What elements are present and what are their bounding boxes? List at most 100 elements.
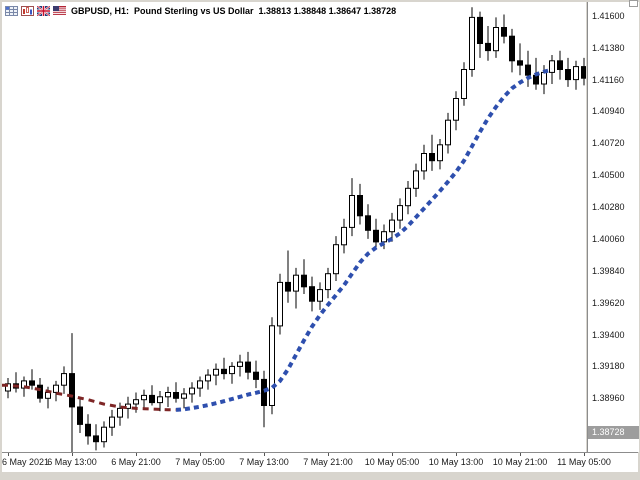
candle-bear xyxy=(557,50,563,80)
candle-bull xyxy=(181,388,187,409)
candle-bear xyxy=(477,11,483,58)
candle-bear xyxy=(285,250,291,303)
time-tick-label: 10 May 13:00 xyxy=(428,457,484,467)
price-tick-label: 1.40720 xyxy=(592,138,625,148)
time-tick-label: 10 May 21:00 xyxy=(492,457,548,467)
chart-symbol-description: Pound Sterling vs US Dollar xyxy=(134,6,254,16)
time-tick-label: 6 May 21:00 xyxy=(111,457,161,467)
time-tick-label: 7 May 21:00 xyxy=(303,457,353,467)
chart-ohlc-quote: 1.38813 1.38848 1.38647 1.38728 xyxy=(258,6,397,16)
candle-bear xyxy=(485,26,491,61)
candle-bull xyxy=(157,391,163,412)
candle-bull xyxy=(53,380,59,402)
candle-bear xyxy=(13,372,19,393)
candle-bull xyxy=(5,378,11,399)
candle-bear xyxy=(245,351,251,380)
time-tick-mark xyxy=(72,453,73,456)
candle-bull xyxy=(437,139,443,170)
candle-bear xyxy=(365,204,371,239)
candle-bull xyxy=(469,7,475,77)
price-tick-label: 1.40940 xyxy=(592,106,625,116)
candle-bull xyxy=(269,317,275,415)
current-price-badge: 1.38728 xyxy=(588,426,639,439)
price-tick-label: 1.40280 xyxy=(592,202,625,212)
candle-bear xyxy=(69,333,75,452)
candle-bull xyxy=(189,382,195,403)
candle-bull xyxy=(389,212,395,242)
candle-bull xyxy=(397,198,403,229)
price-tick-label: 1.40500 xyxy=(592,170,625,180)
candle-bull xyxy=(341,218,347,254)
candle-bull xyxy=(445,112,451,154)
candle-bull xyxy=(413,163,419,197)
price-tick-label: 1.41380 xyxy=(592,43,625,53)
candle-bull xyxy=(293,267,299,309)
candle-bull xyxy=(493,17,499,58)
candle-bull xyxy=(197,376,203,397)
candle-bull xyxy=(573,60,579,90)
candle-bull xyxy=(213,363,219,386)
time-tick-mark xyxy=(328,453,329,456)
ma-segment-down xyxy=(2,383,177,412)
time-tick-mark xyxy=(392,453,393,456)
candle-bull xyxy=(117,402,123,426)
candlestick-chart xyxy=(2,7,586,452)
candle-bear xyxy=(357,183,363,225)
candle-bull xyxy=(349,178,355,237)
price-tick-label: 1.40060 xyxy=(592,234,625,244)
candle-bull xyxy=(141,389,147,409)
time-tick-label: 11 May 05:00 xyxy=(557,457,611,467)
time-tick-mark xyxy=(200,453,201,456)
candle-bear xyxy=(149,385,155,406)
time-tick-label: 6 May 2021 xyxy=(2,457,50,467)
candle-bear xyxy=(509,28,515,73)
candle-bear xyxy=(525,50,531,87)
candle-bull xyxy=(237,354,243,377)
chart-symbol-period: GBPUSD, H1: xyxy=(71,6,130,16)
candle-bear xyxy=(565,57,571,87)
price-tick-label: 1.38960 xyxy=(592,393,625,403)
grid-icon xyxy=(5,6,18,16)
candle-bull xyxy=(317,282,323,310)
candle-bear xyxy=(261,370,267,428)
candle-bear xyxy=(309,276,315,312)
time-tick-label: 6 May 13:00 xyxy=(47,457,97,467)
candles-icon xyxy=(21,6,34,16)
gbp-flag-icon xyxy=(37,6,50,16)
candle-bull xyxy=(229,362,235,384)
price-tick-label: 1.39840 xyxy=(592,266,625,276)
chart-title-overlay: GBPUSD, H1: Pound Sterling vs US Dollar … xyxy=(5,5,396,17)
candle-bull xyxy=(405,181,411,215)
time-tick-mark xyxy=(264,453,265,456)
candle-bull xyxy=(421,144,427,180)
candle-bear xyxy=(429,134,435,171)
candle-bull xyxy=(461,62,467,106)
candle-bull xyxy=(333,236,339,281)
price-tick-label: 1.39400 xyxy=(592,330,625,340)
candle-bull xyxy=(109,409,115,436)
candle-bear xyxy=(29,369,35,390)
usd-flag-icon xyxy=(53,6,66,16)
candle-bull xyxy=(549,55,555,84)
time-tick-mark xyxy=(456,453,457,456)
candle-bear xyxy=(85,414,91,445)
candle-bull xyxy=(453,91,459,131)
price-axis[interactable]: 1.41600 1.41380 1.41160 1.40940 1.40720 1.405… xyxy=(587,2,639,452)
time-tick-mark xyxy=(584,453,585,456)
candle-bear xyxy=(581,57,586,86)
price-tick-label: 1.39620 xyxy=(592,298,625,308)
candle-bull xyxy=(101,421,107,448)
chart-plot[interactable]: GBPUSD, H1: Pound Sterling vs US Dollar … xyxy=(2,2,586,452)
ma-segment-up xyxy=(175,67,553,412)
candle-bull xyxy=(61,366,67,394)
time-axis[interactable]: 6 May 2021 6 May 13:00 6 May 21:00 7 May 05… xyxy=(2,452,638,472)
candle-bear xyxy=(517,43,523,76)
candle-bull xyxy=(325,267,331,299)
price-tick-label: 1.41600 xyxy=(592,11,625,21)
time-tick-label: 7 May 13:00 xyxy=(239,457,289,467)
candle-bear xyxy=(221,357,227,380)
candle-bear xyxy=(253,360,259,389)
window-corner-notch xyxy=(629,0,638,7)
time-tick-label: 7 May 05:00 xyxy=(175,457,225,467)
